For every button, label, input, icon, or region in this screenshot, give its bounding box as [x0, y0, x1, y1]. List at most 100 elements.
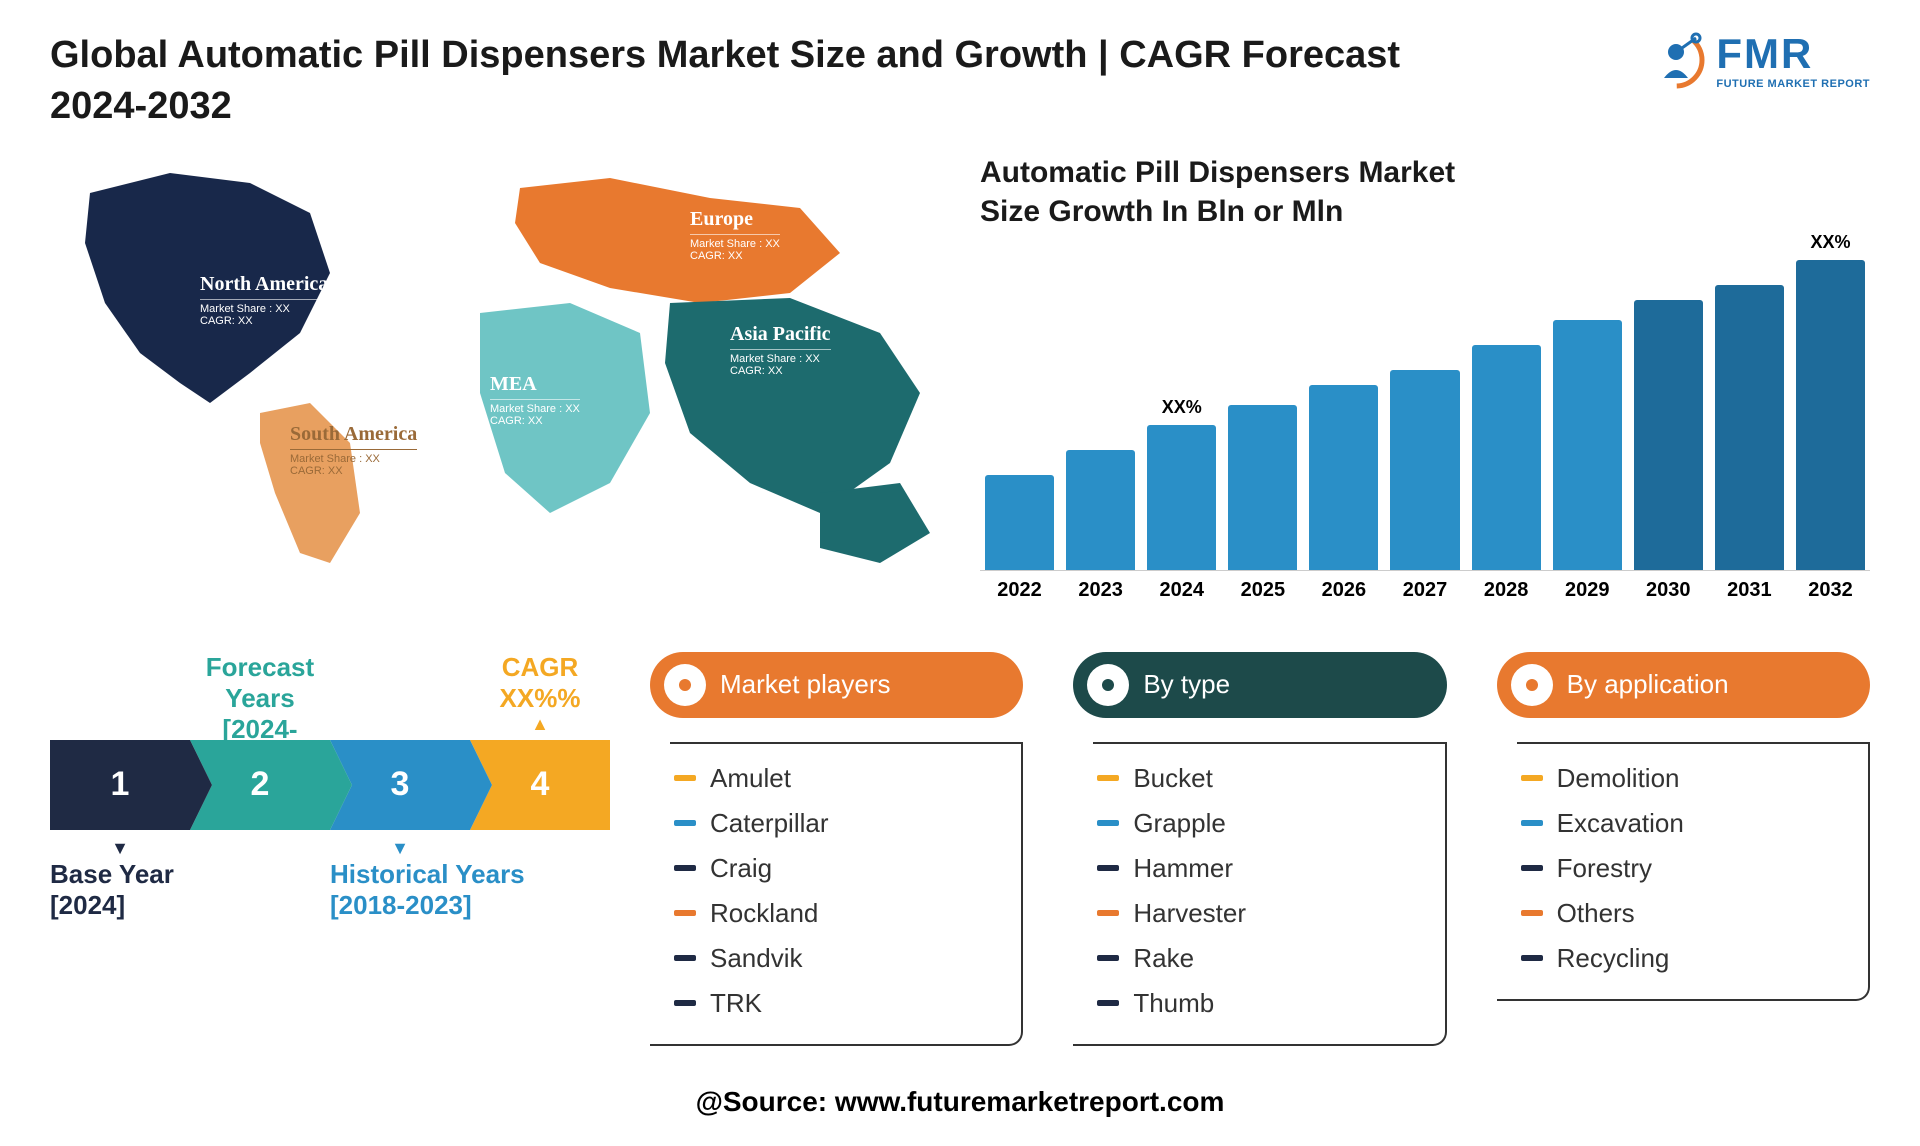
bullet-icon: [674, 910, 696, 916]
x-axis-label: 2023: [1066, 579, 1135, 602]
map-label-eu: Europe Market Share : XXCAGR: XX: [690, 208, 780, 262]
bar-col: [1066, 450, 1135, 570]
timeline: Forecast Years[2024-2032]▲CAGRXX%%▲ 1234…: [50, 652, 610, 948]
bullet-icon: [1511, 664, 1553, 706]
bullet-icon: [1521, 955, 1543, 961]
map-label-ap: Asia Pacific Market Share : XXCAGR: XX: [730, 323, 831, 377]
logo-text: FMR: [1716, 30, 1870, 78]
bullet-icon: [1097, 955, 1119, 961]
bullet-icon: [1097, 775, 1119, 781]
bar: [1228, 405, 1297, 570]
category-item: Caterpillar: [674, 801, 1011, 846]
x-axis-label: 2026: [1309, 579, 1378, 602]
bar-col: [985, 475, 1054, 570]
category-item: Recycling: [1521, 936, 1858, 981]
source-text: @Source: www.futuremarketreport.com: [50, 1086, 1870, 1118]
bar: [1390, 370, 1459, 570]
bullet-icon: [1097, 1000, 1119, 1006]
map-label-na: North America Market Share : XXCAGR: XX: [200, 273, 328, 327]
bullet-icon: [1097, 865, 1119, 871]
world-map: North America Market Share : XXCAGR: XX …: [50, 153, 950, 573]
category-column: By application DemolitionExcavationForest…: [1497, 652, 1870, 1046]
bar: [985, 475, 1054, 570]
brand-logo: FMR FUTURE MARKET REPORT: [1646, 30, 1870, 90]
x-axis-label: 2022: [985, 579, 1054, 602]
bar-col: [1634, 300, 1703, 570]
category-column: Market players AmuletCaterpillarCraigRock…: [650, 652, 1023, 1046]
timeline-label-top: CAGRXX%%▲: [470, 652, 610, 735]
map-label-mea: MEA Market Share : XXCAGR: XX: [490, 373, 580, 427]
bullet-icon: [674, 1000, 696, 1006]
bullet-icon: [1521, 775, 1543, 781]
category-item: Craig: [674, 846, 1011, 891]
bar-col: [1390, 370, 1459, 570]
category-list: AmuletCaterpillarCraigRocklandSandvikTRK: [650, 742, 1023, 1046]
category-item: Thumb: [1097, 981, 1434, 1026]
category-header: By application: [1497, 652, 1870, 718]
x-axis-label: 2030: [1634, 579, 1703, 602]
bar-col: XX%: [1796, 260, 1865, 570]
bar-col: XX%: [1147, 425, 1216, 570]
x-axis-label: 2029: [1553, 579, 1622, 602]
bar-annotation: XX%: [1810, 232, 1850, 253]
timeline-label-bottom: ▼Historical Years[2018-2023]: [330, 838, 525, 921]
x-axis-label: 2028: [1472, 579, 1541, 602]
category-item: Hammer: [1097, 846, 1434, 891]
bar-annotation: XX%: [1162, 397, 1202, 418]
page-title: Global Automatic Pill Dispensers Market …: [50, 30, 1450, 133]
x-axis-label: 2025: [1228, 579, 1297, 602]
category-list: BucketGrappleHammerHarvesterRakeThumb: [1073, 742, 1446, 1046]
bullet-icon: [674, 820, 696, 826]
bullet-icon: [1521, 910, 1543, 916]
bullet-icon: [674, 775, 696, 781]
bullet-icon: [1521, 820, 1543, 826]
bullet-icon: [674, 865, 696, 871]
timeline-step: 1: [50, 740, 190, 830]
bar: [1796, 260, 1865, 570]
bullet-icon: [1087, 664, 1129, 706]
logo-subtitle: FUTURE MARKET REPORT: [1716, 78, 1870, 90]
bullet-icon: [1097, 820, 1119, 826]
bullet-icon: [664, 664, 706, 706]
category-item: Rake: [1097, 936, 1434, 981]
category-item: Rockland: [674, 891, 1011, 936]
category-column: By type BucketGrappleHammerHarvesterRakeT…: [1073, 652, 1446, 1046]
x-axis-label: 2027: [1390, 579, 1459, 602]
category-item: Sandvik: [674, 936, 1011, 981]
category-item: Harvester: [1097, 891, 1434, 936]
bar: [1066, 450, 1135, 570]
x-axis-label: 2024: [1147, 579, 1216, 602]
bar: [1147, 425, 1216, 570]
category-item: Grapple: [1097, 801, 1434, 846]
bullet-icon: [674, 955, 696, 961]
globe-person-icon: [1646, 30, 1706, 90]
bullet-icon: [1097, 910, 1119, 916]
x-axis-label: 2031: [1715, 579, 1784, 602]
category-item: Demolition: [1521, 756, 1858, 801]
category-item: Others: [1521, 891, 1858, 936]
category-item: Forestry: [1521, 846, 1858, 891]
bar: [1309, 385, 1378, 570]
category-header: Market players: [650, 652, 1023, 718]
chart-title: Automatic Pill Dispensers Market Size Gr…: [980, 153, 1480, 231]
bar-chart: Automatic Pill Dispensers Market Size Gr…: [980, 153, 1870, 602]
map-label-sa: South America Market Share : XXCAGR: XX: [290, 423, 417, 477]
bar: [1553, 320, 1622, 570]
category-item: TRK: [674, 981, 1011, 1026]
bullet-icon: [1521, 865, 1543, 871]
bar-col: [1228, 405, 1297, 570]
bar-col: [1472, 345, 1541, 570]
category-item: Amulet: [674, 756, 1011, 801]
bar: [1472, 345, 1541, 570]
category-item: Excavation: [1521, 801, 1858, 846]
category-list: DemolitionExcavationForestryOthersRecycl…: [1497, 742, 1870, 1001]
timeline-label-bottom: ▼Base Year[2024]: [50, 838, 190, 921]
bar: [1715, 285, 1784, 570]
bar: [1634, 300, 1703, 570]
bar-col: [1715, 285, 1784, 570]
x-axis-label: 2032: [1796, 579, 1865, 602]
category-columns: Market players AmuletCaterpillarCraigRock…: [650, 652, 1870, 1046]
bar-col: [1309, 385, 1378, 570]
category-header: By type: [1073, 652, 1446, 718]
bar-col: [1553, 320, 1622, 570]
